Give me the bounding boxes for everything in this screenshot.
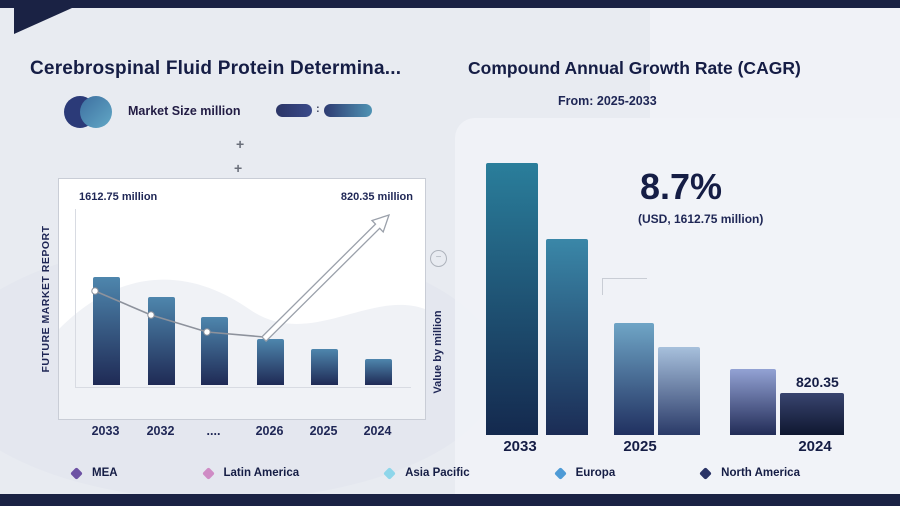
right-plot (462, 155, 862, 435)
left-x-label: 2024 (363, 424, 392, 438)
left-bar (257, 339, 284, 385)
bottom-legend: MEA Latin America Asia Pacific Europa North … (70, 464, 800, 482)
legend-item: Europa (553, 466, 616, 480)
cagr-detail: (USD, 1612.75 million) (638, 212, 764, 226)
right-value-callout: 820.35 (796, 374, 839, 390)
legend-diamond-icon (70, 466, 83, 480)
left-x-label: .... (206, 424, 221, 438)
legend-item: Latin America (201, 466, 300, 480)
right-chart-title: Compound Annual Growth Rate (CAGR) (468, 58, 801, 78)
minus-circle-icon: − (430, 250, 447, 267)
right-x-label: 2024 (798, 438, 832, 455)
right-bar (614, 323, 654, 435)
right-x-label: 2033 (503, 438, 537, 455)
legend-pill-dark (276, 104, 312, 117)
right-bar (658, 347, 700, 435)
legend-pill-gradient (324, 104, 372, 117)
right-x-axis: 2033 2025 2024 (462, 438, 862, 458)
legend-label: Latin America (223, 467, 300, 479)
market-size-icon-right (80, 96, 112, 128)
plus-icon: + (236, 136, 245, 152)
right-x-label: 2025 (623, 438, 657, 455)
corner-triangle (14, 8, 72, 34)
legend-item: North America (699, 466, 800, 480)
legend-label: Asia Pacific (405, 467, 470, 479)
right-bar (546, 239, 588, 435)
left-bar (311, 349, 338, 385)
left-x-label: 2033 (91, 424, 120, 438)
right-chart-subtitle: From: 2025-2033 (558, 94, 657, 108)
legend-item: MEA (70, 466, 118, 480)
legend-diamond-icon (553, 466, 567, 480)
step-decoration (602, 278, 647, 295)
legend-diamond-icon (699, 466, 713, 480)
legend-label: MEA (92, 467, 118, 479)
right-bar (730, 369, 776, 435)
legend-label: North America (721, 467, 800, 479)
right-bar (486, 163, 538, 435)
cagr-value: 8.7% (640, 166, 723, 207)
left-chart-title: Cerebrospinal Fluid Protein Determina... (30, 58, 402, 79)
annotation-start-value: 1612.75 million (79, 191, 158, 203)
left-x-label: 2032 (146, 424, 175, 438)
market-size-icon (64, 96, 112, 128)
left-x-axis: 2033 2032.... 2026 2025 2024 (58, 424, 426, 440)
legend-diamond-icon (201, 466, 215, 480)
legend-diamond-icon (383, 466, 396, 480)
top-navy-strip (0, 0, 900, 8)
legend-pill-separator: : (316, 103, 320, 115)
left-chart-box: 1612.75 million 820.35 million (58, 178, 426, 420)
left-x-label: 2025 (309, 424, 338, 438)
x-axis-line (75, 387, 411, 388)
watermark-text: FUTURE MARKET REPORT (40, 225, 52, 373)
right-bar (780, 393, 844, 435)
left-bar (201, 317, 228, 385)
left-bar (365, 359, 392, 385)
left-x-label: 2026 (255, 424, 284, 438)
bottom-navy-strip (0, 494, 900, 506)
trend-arrow (91, 213, 391, 343)
left-plot (59, 179, 425, 419)
y-axis-line (75, 209, 76, 387)
market-size-label: Market Size million (128, 104, 241, 118)
plus-icon: + (234, 160, 243, 176)
value-axis-label: Value by million (432, 310, 444, 394)
left-bar (93, 277, 120, 385)
legend-item: Asia Pacific (383, 466, 470, 480)
annotation-end-value: 820.35 million (340, 191, 413, 203)
legend-label: Europa (575, 467, 616, 479)
